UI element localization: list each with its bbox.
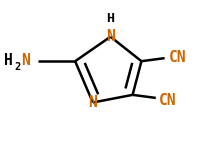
Text: N: N <box>88 95 97 110</box>
Text: N: N <box>106 29 115 44</box>
Text: H: H <box>107 12 114 25</box>
Text: CN: CN <box>159 93 176 108</box>
Text: CN: CN <box>169 50 187 65</box>
Text: H: H <box>4 53 13 68</box>
Text: 2: 2 <box>14 62 21 72</box>
Text: N: N <box>21 53 30 68</box>
